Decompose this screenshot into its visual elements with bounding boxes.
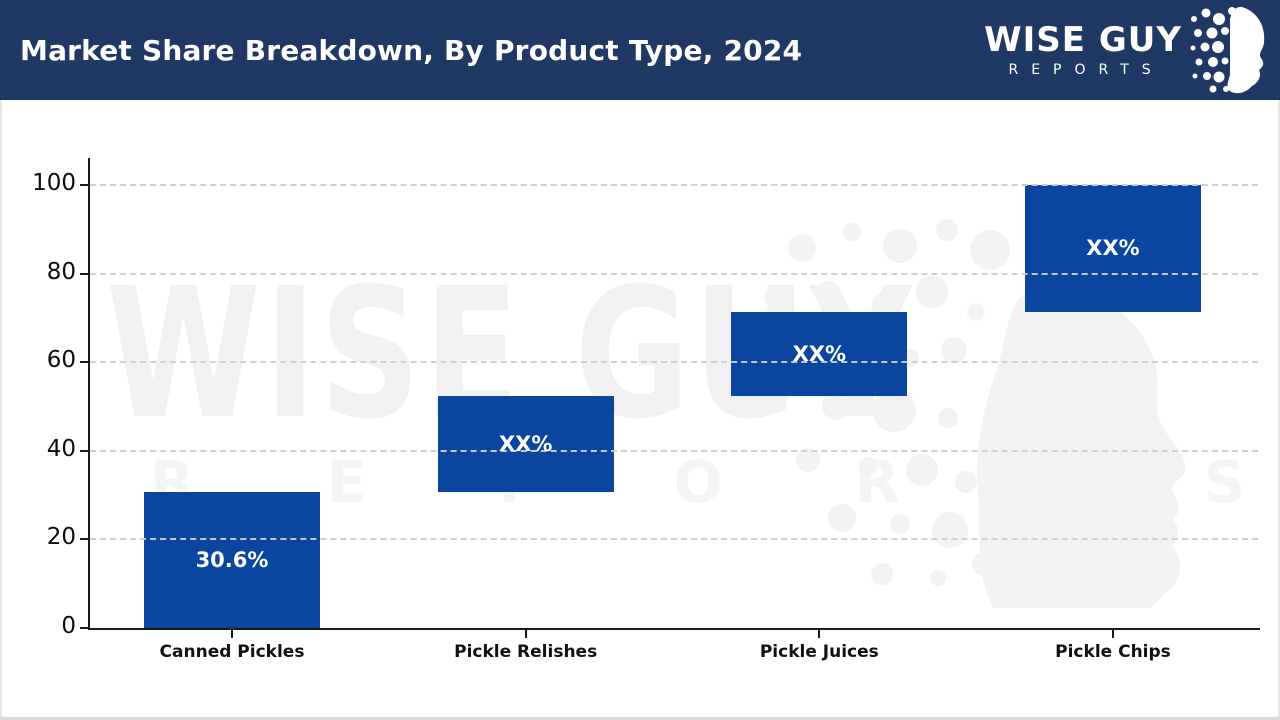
y-axis-line — [88, 158, 90, 630]
x-tick-mark — [818, 630, 821, 638]
plot-area: WISE GUY R E P O R T S — [0, 100, 1280, 720]
x-category-label: Pickle Relishes — [454, 642, 598, 662]
y-tick-label: 0 — [61, 613, 76, 639]
bar-value-label: 30.6% — [195, 548, 269, 573]
bar-canned-pickles — [144, 492, 320, 628]
gridline — [90, 449, 1258, 452]
y-tick-label: 60 — [46, 347, 76, 374]
y-tick-mark — [80, 538, 88, 541]
y-tick-label: 20 — [46, 524, 76, 551]
bar-value-label: XX% — [1086, 236, 1140, 261]
gridline — [90, 184, 1258, 186]
x-axis-line — [88, 628, 1260, 630]
y-tick-mark — [80, 184, 88, 186]
bar-value-label: XX% — [792, 342, 847, 366]
gridline — [90, 272, 1258, 275]
y-tick-label: 40 — [46, 435, 76, 462]
watermark-face-graphic — [764, 219, 1186, 608]
x-category-label: Pickle Juices — [759, 642, 879, 662]
gridline — [90, 361, 1258, 364]
x-category-label: Canned Pickles — [159, 642, 305, 662]
y-tick-mark — [80, 272, 88, 275]
header-banner: Market Share Breakdown, By Product Type,… — [0, 0, 1280, 100]
y-tick-mark — [80, 361, 88, 364]
x-tick-mark — [1111, 630, 1114, 638]
bar-pickle-relishes — [437, 396, 614, 493]
gridline — [90, 538, 1258, 541]
y-tick-mark — [80, 627, 88, 629]
x-tick-mark — [231, 630, 233, 638]
page-title: Market Share Breakdown, By Product Type,… — [20, 33, 803, 67]
x-category-label: Pickle Chips — [1055, 642, 1171, 662]
y-tick-mark — [80, 449, 88, 452]
brand-face-icon — [1190, 6, 1265, 94]
bar-pickle-chips — [1024, 185, 1201, 312]
brand-logo: WISE GUY REPORTS — [984, 3, 1272, 97]
y-tick-label: 80 — [46, 258, 76, 285]
x-tick-mark — [524, 630, 527, 638]
bar-value-label: XX% — [498, 432, 553, 457]
brand-logo-subtitle: REPORTS — [1008, 62, 1164, 78]
y-tick-label: 100 — [32, 170, 76, 196]
bar-pickle-juices — [731, 311, 908, 397]
brand-logo-text: WISE GUY REPORTS — [984, 23, 1182, 77]
brand-logo-name: WISE GUY — [984, 20, 1182, 60]
